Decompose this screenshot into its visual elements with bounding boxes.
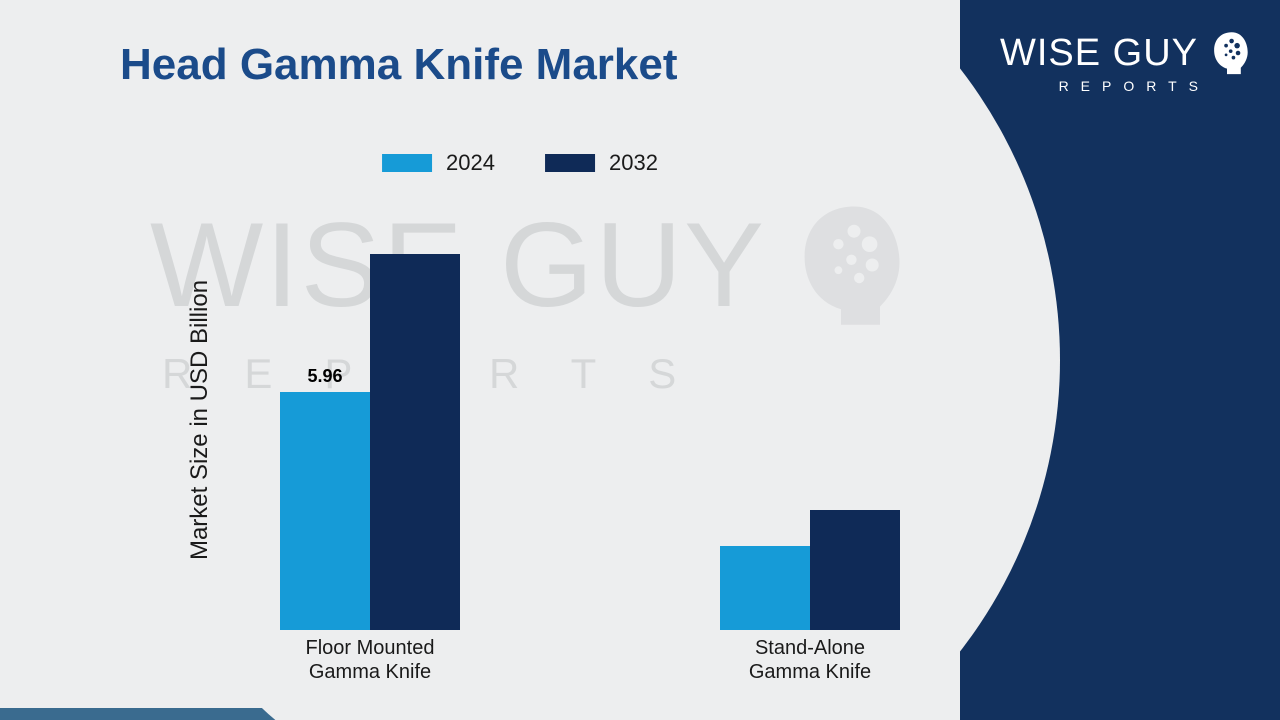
bar-group-floor-mounted: 5.96 Floor Mounted Gamma Knife bbox=[270, 254, 470, 630]
brand-logo-main: WISE GUY bbox=[1000, 30, 1250, 76]
legend-item-2024: 2024 bbox=[382, 150, 495, 176]
plot-area: 5.96 Floor Mounted Gamma Knife Stand-Alo… bbox=[140, 190, 960, 630]
bar-stand-alone-2024 bbox=[720, 546, 810, 630]
bar-group-stand-alone: Stand-Alone Gamma Knife bbox=[710, 510, 910, 630]
bar-chart: Market Size in USD Billion 2024 2032 5.9… bbox=[80, 150, 960, 690]
x-tick-label: Floor Mounted Gamma Knife bbox=[290, 636, 450, 684]
bar-floor-mounted-2024: 5.96 bbox=[280, 392, 370, 630]
bottom-accent-bar bbox=[0, 708, 300, 720]
bar-floor-mounted-2032 bbox=[370, 254, 460, 630]
head-profile-icon bbox=[1204, 30, 1250, 76]
chart-legend: 2024 2032 bbox=[382, 150, 658, 176]
legend-label-2032: 2032 bbox=[609, 150, 658, 176]
brand-side-panel-top bbox=[960, 0, 1280, 720]
legend-swatch-2024 bbox=[382, 154, 432, 172]
legend-label-2024: 2024 bbox=[446, 150, 495, 176]
x-tick-label: Stand-Alone Gamma Knife bbox=[730, 636, 890, 684]
chart-title: Head Gamma Knife Market bbox=[120, 40, 678, 90]
chart-stage: WISE GUY REPORTS Head Gamma Knife Market… bbox=[0, 0, 1280, 720]
brand-logo-text: WISE GUY bbox=[1000, 34, 1198, 72]
legend-swatch-2032 bbox=[545, 154, 595, 172]
brand-logo-sub: REPORTS bbox=[1000, 78, 1250, 94]
legend-item-2032: 2032 bbox=[545, 150, 658, 176]
brand-logo: WISE GUY REPORTS bbox=[1000, 30, 1250, 94]
bar-value-label: 5.96 bbox=[307, 366, 342, 387]
bar-stand-alone-2032 bbox=[810, 510, 900, 630]
